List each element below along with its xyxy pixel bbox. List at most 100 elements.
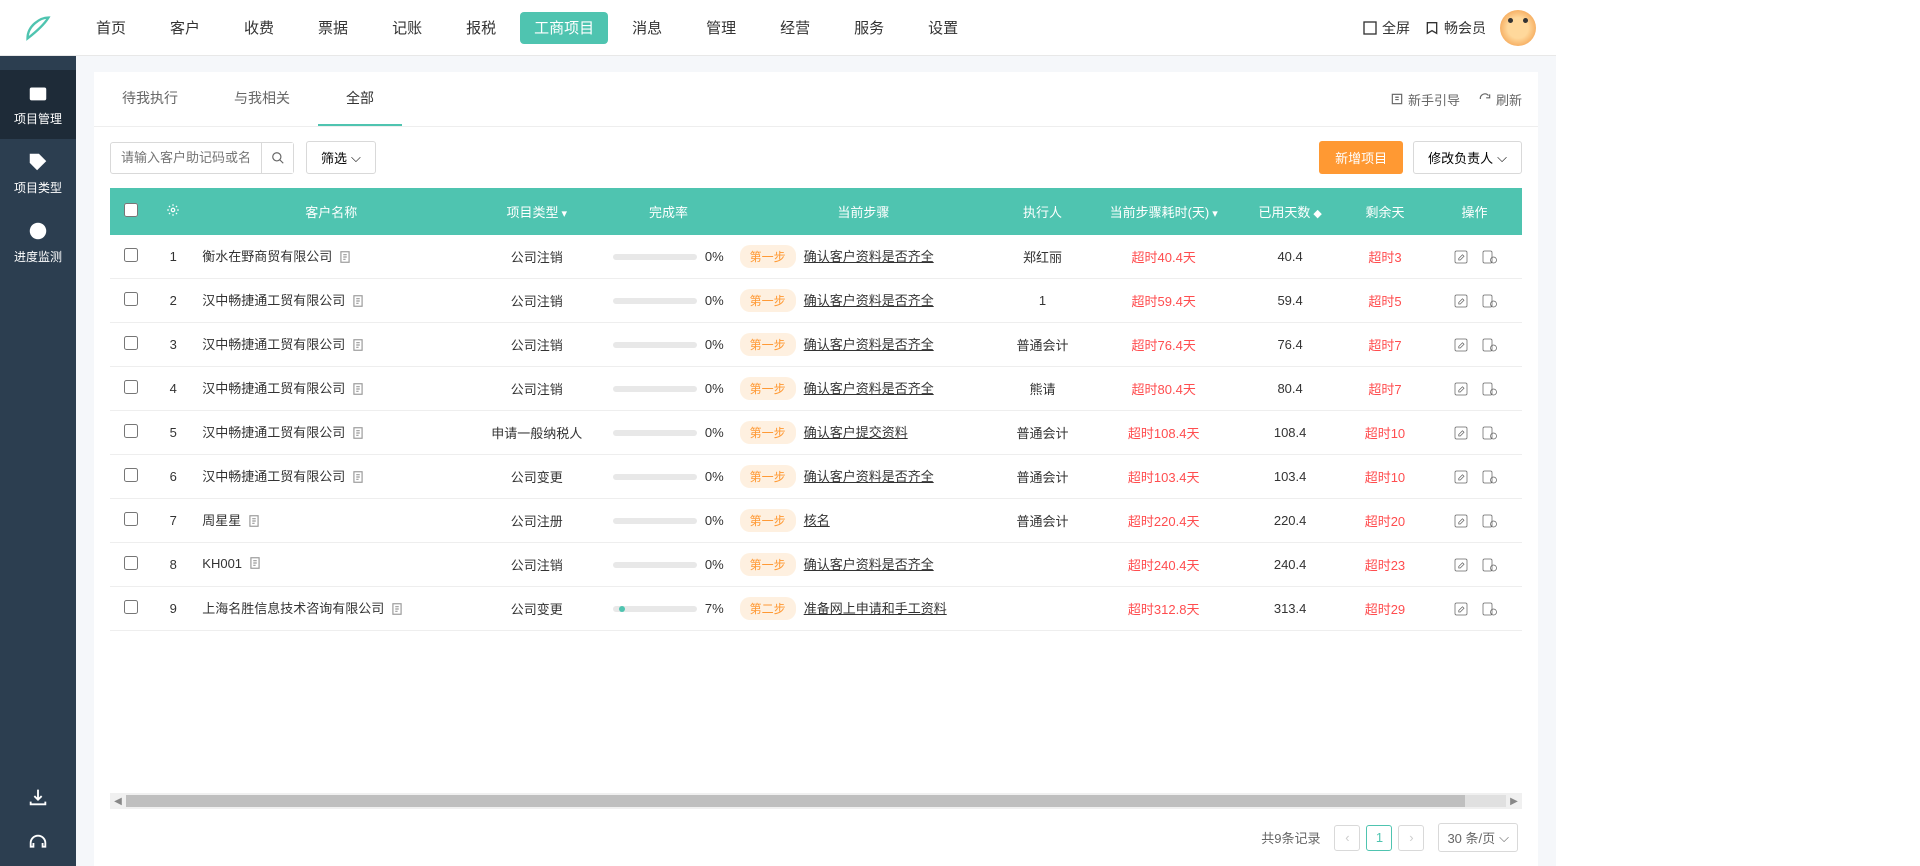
column-header[interactable]: 操作	[1427, 188, 1522, 235]
topnav-item-8[interactable]: 管理	[686, 0, 756, 56]
refresh-button[interactable]: 刷新	[1478, 90, 1522, 109]
row-checkbox[interactable]	[124, 556, 138, 570]
step-link[interactable]: 核名	[804, 513, 830, 528]
column-header[interactable]: 剩余天	[1343, 188, 1427, 235]
search-button[interactable]	[261, 143, 293, 173]
edit-icon[interactable]	[1452, 512, 1470, 530]
topnav-item-6[interactable]: 工商项目	[520, 12, 608, 44]
scroll-right-icon[interactable]: ▶	[1506, 793, 1522, 809]
gear-icon[interactable]	[166, 203, 180, 217]
next-page-button[interactable]: ›	[1398, 825, 1424, 851]
detail-icon[interactable]	[1480, 424, 1498, 442]
edit-icon[interactable]	[1452, 600, 1470, 618]
doc-icon[interactable]	[351, 470, 365, 487]
filter-button[interactable]: 筛选 ⌵	[306, 141, 376, 174]
sidebar-support[interactable]	[0, 820, 76, 866]
detail-icon[interactable]	[1480, 512, 1498, 530]
row-checkbox[interactable]	[124, 468, 138, 482]
sidebar-item-1[interactable]: 项目类型	[0, 139, 76, 208]
detail-icon[interactable]	[1480, 248, 1498, 266]
search-input[interactable]	[111, 144, 261, 171]
column-header[interactable]: 执行人	[995, 188, 1090, 235]
step-link[interactable]: 确认客户提交资料	[804, 425, 908, 440]
step-link[interactable]: 确认客户资料是否齐全	[804, 469, 934, 484]
sidebar-download[interactable]	[0, 774, 76, 820]
topnav-item-1[interactable]: 客户	[150, 0, 220, 56]
column-header[interactable]: 当前步骤	[732, 188, 995, 235]
column-header[interactable]: 项目类型▾	[468, 188, 605, 235]
tab-0[interactable]: 待我执行	[94, 72, 206, 126]
page-size-select[interactable]: 30 条/页 ⌵	[1438, 823, 1518, 852]
topnav-item-7[interactable]: 消息	[612, 0, 682, 56]
sort-icon[interactable]: ◆	[1313, 208, 1321, 220]
edit-icon[interactable]	[1452, 380, 1470, 398]
column-header[interactable]: 完成率	[605, 188, 731, 235]
doc-icon[interactable]	[247, 514, 261, 531]
row-checkbox[interactable]	[124, 336, 138, 350]
action-cell	[1435, 468, 1514, 486]
topnav-item-2[interactable]: 收费	[224, 0, 294, 56]
horizontal-scrollbar[interactable]: ◀ ▶	[110, 793, 1522, 809]
step-link[interactable]: 确认客户资料是否齐全	[804, 249, 934, 264]
column-header[interactable]	[110, 188, 152, 235]
detail-icon[interactable]	[1480, 380, 1498, 398]
edit-icon[interactable]	[1452, 424, 1470, 442]
column-header[interactable]	[152, 188, 194, 235]
edit-icon[interactable]	[1452, 336, 1470, 354]
topnav-item-11[interactable]: 设置	[908, 0, 978, 56]
doc-icon[interactable]	[390, 602, 404, 619]
step-link[interactable]: 确认客户资料是否齐全	[804, 293, 934, 308]
topnav-item-0[interactable]: 首页	[76, 0, 146, 56]
column-header[interactable]: 客户名称	[194, 188, 468, 235]
row-checkbox[interactable]	[124, 600, 138, 614]
select-all-checkbox[interactable]	[124, 203, 138, 217]
doc-icon[interactable]	[351, 338, 365, 355]
edit-icon[interactable]	[1452, 292, 1470, 310]
step-link[interactable]: 确认客户资料是否齐全	[804, 381, 934, 396]
detail-icon[interactable]	[1480, 556, 1498, 574]
fullscreen-button[interactable]: 全屏	[1362, 18, 1410, 38]
sidebar-item-0[interactable]: 项目管理	[0, 70, 76, 139]
row-checkbox[interactable]	[124, 424, 138, 438]
new-project-button[interactable]: 新增项目	[1319, 141, 1403, 174]
step-link[interactable]: 确认客户资料是否齐全	[804, 557, 934, 572]
step-link[interactable]: 准备网上申请和手工资料	[804, 601, 947, 616]
doc-icon[interactable]	[351, 382, 365, 399]
edit-icon[interactable]	[1452, 248, 1470, 266]
prev-page-button[interactable]: ‹	[1334, 825, 1360, 851]
doc-icon[interactable]	[338, 250, 352, 267]
filter-icon[interactable]: ▾	[561, 208, 567, 220]
edit-icon[interactable]	[1452, 556, 1470, 574]
row-checkbox[interactable]	[124, 512, 138, 526]
filter-icon[interactable]: ▾	[1212, 208, 1218, 220]
member-button[interactable]: 畅会员	[1424, 18, 1486, 38]
detail-icon[interactable]	[1480, 292, 1498, 310]
topnav-item-9[interactable]: 经营	[760, 0, 830, 56]
logo[interactable]	[0, 0, 76, 56]
column-header[interactable]: 已用天数◆	[1237, 188, 1342, 235]
mascot-icon[interactable]	[1500, 10, 1536, 46]
page-number[interactable]: 1	[1366, 825, 1392, 851]
topnav-item-3[interactable]: 票据	[298, 0, 368, 56]
tab-1[interactable]: 与我相关	[206, 72, 318, 126]
sidebar-item-2[interactable]: 进度监测	[0, 208, 76, 277]
topnav-item-4[interactable]: 记账	[372, 0, 442, 56]
guide-button[interactable]: 新手引导	[1390, 90, 1460, 109]
topnav-item-10[interactable]: 服务	[834, 0, 904, 56]
row-checkbox[interactable]	[124, 248, 138, 262]
detail-icon[interactable]	[1480, 336, 1498, 354]
doc-icon[interactable]	[248, 556, 262, 573]
row-checkbox[interactable]	[124, 380, 138, 394]
scroll-left-icon[interactable]: ◀	[110, 793, 126, 809]
detail-icon[interactable]	[1480, 468, 1498, 486]
topnav-item-5[interactable]: 报税	[446, 0, 516, 56]
edit-icon[interactable]	[1452, 468, 1470, 486]
row-checkbox[interactable]	[124, 292, 138, 306]
doc-icon[interactable]	[351, 426, 365, 443]
step-link[interactable]: 确认客户资料是否齐全	[804, 337, 934, 352]
column-header[interactable]: 当前步骤耗时(天)▾	[1090, 188, 1238, 235]
detail-icon[interactable]	[1480, 600, 1498, 618]
tab-2[interactable]: 全部	[318, 72, 402, 126]
change-owner-button[interactable]: 修改负责人 ⌵	[1413, 141, 1522, 174]
doc-icon[interactable]	[351, 294, 365, 311]
